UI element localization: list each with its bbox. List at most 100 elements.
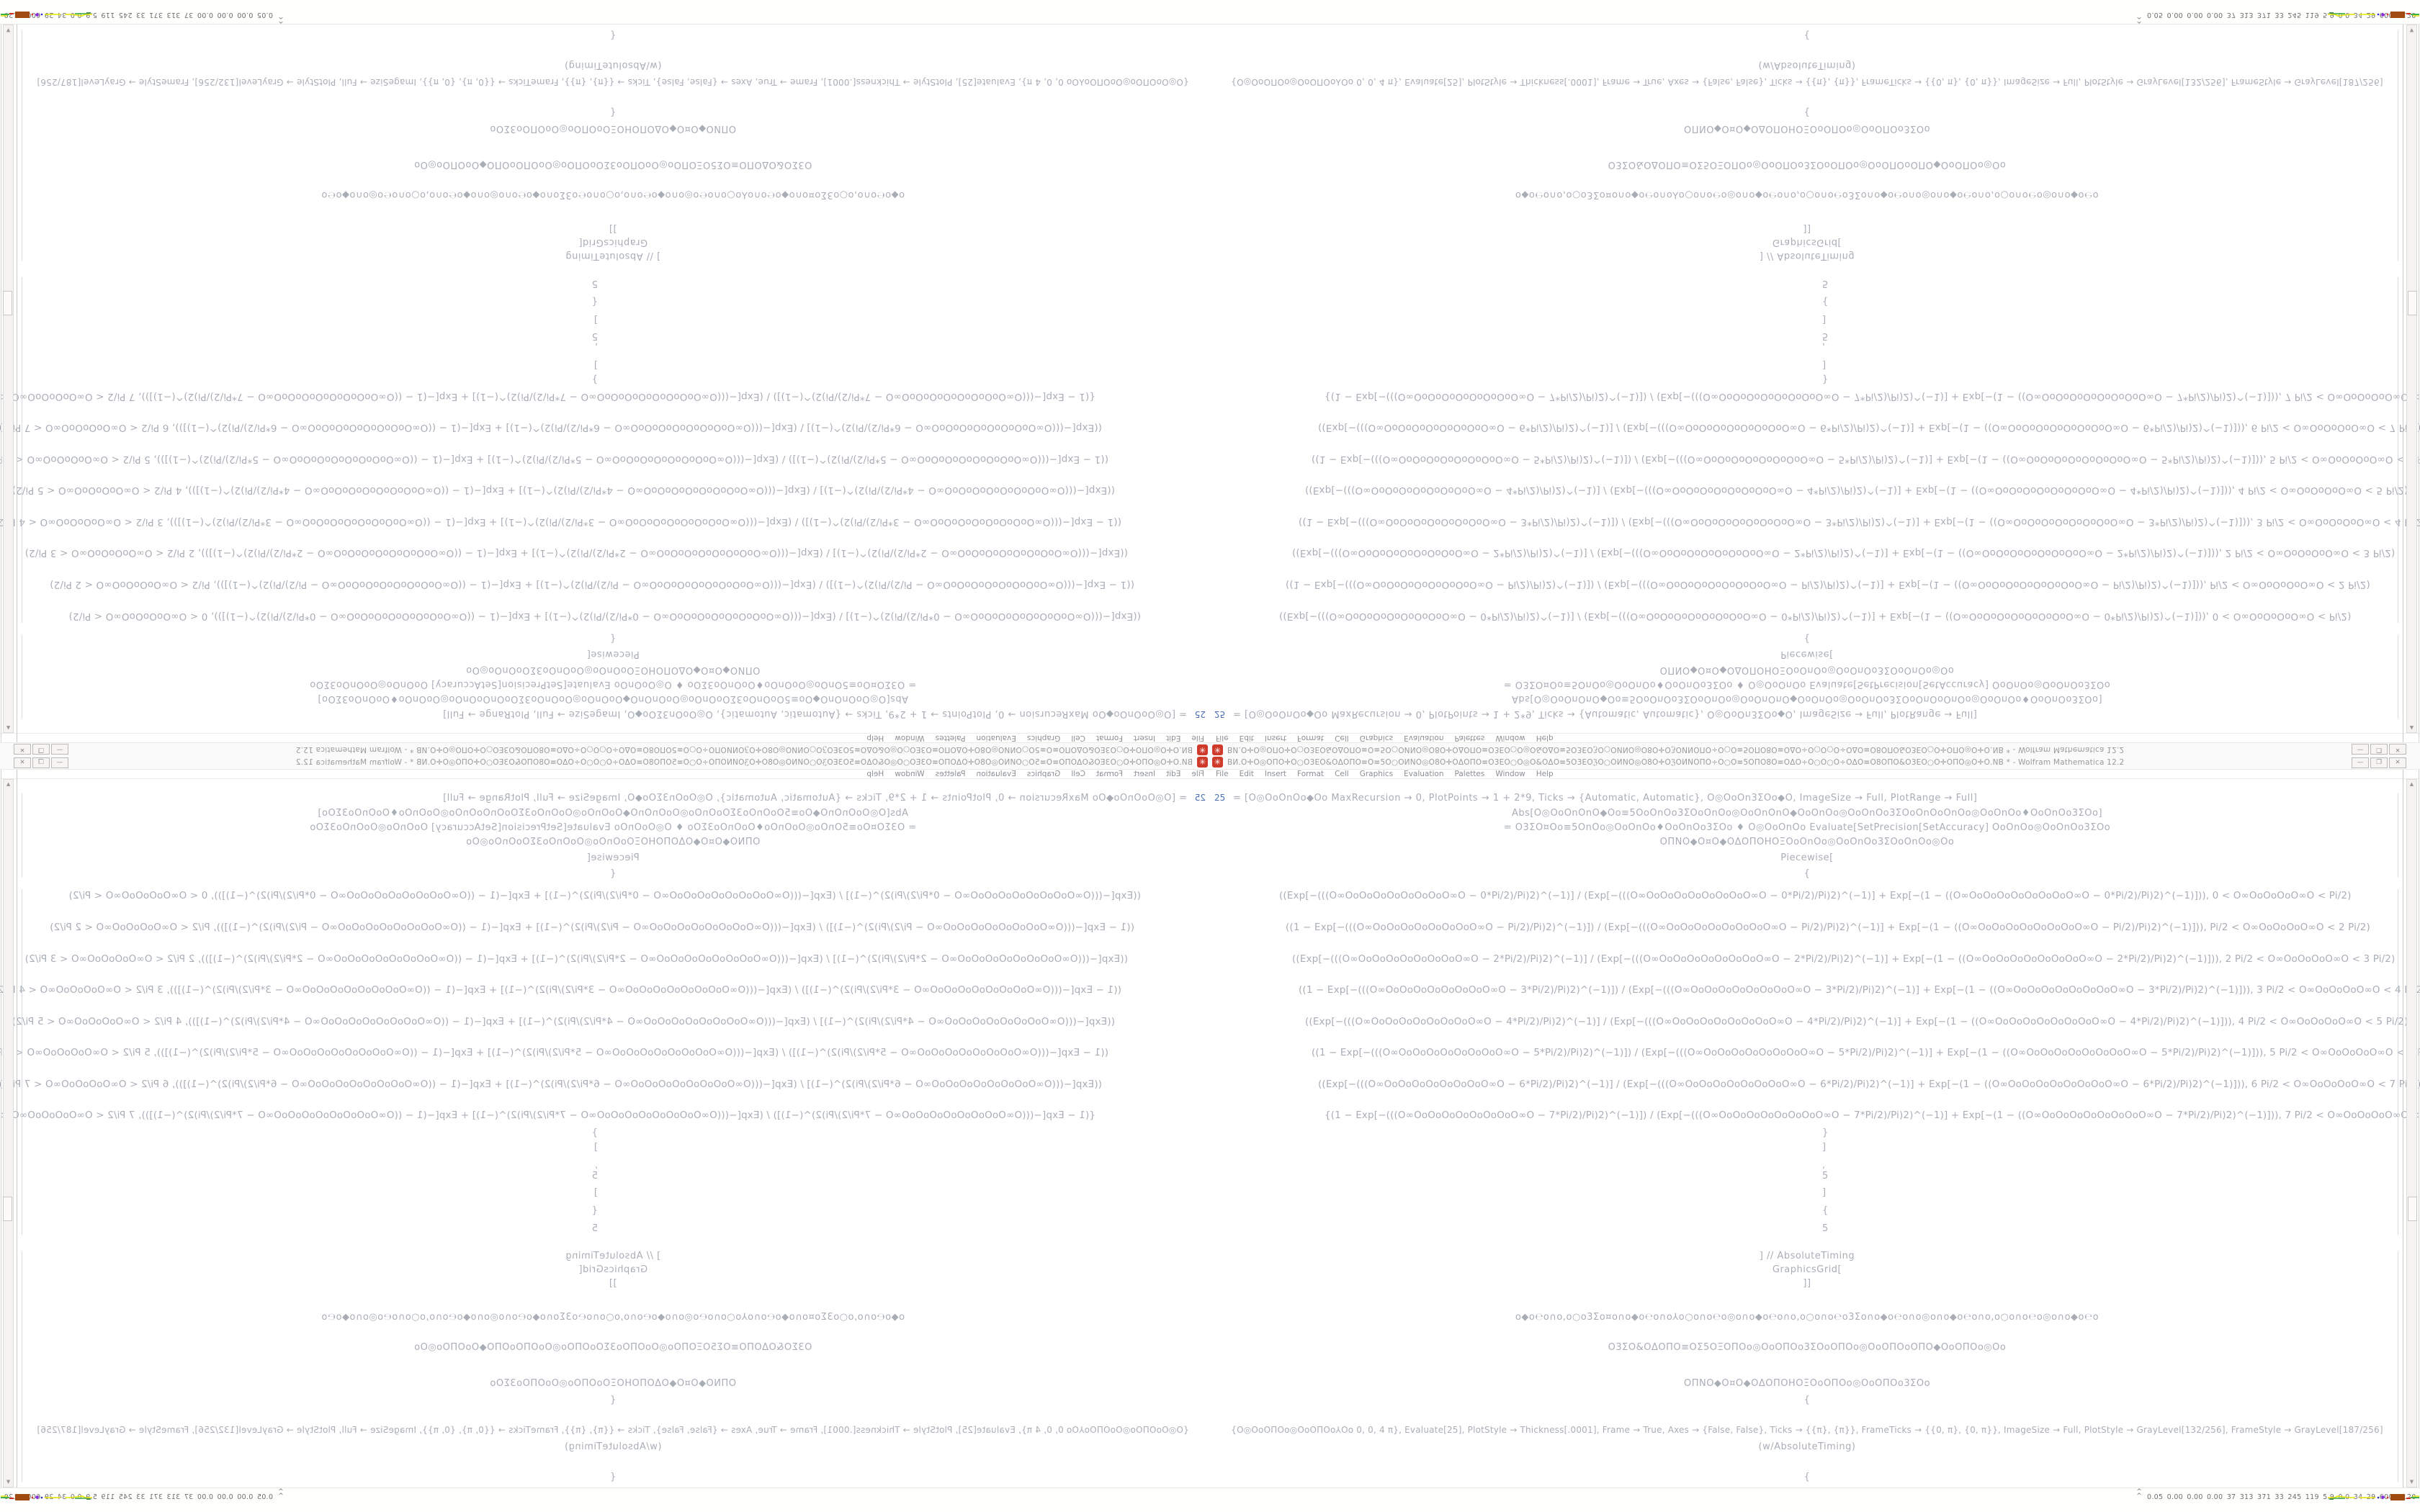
close-button[interactable]: ✕ xyxy=(14,744,31,755)
menu-item-graphics[interactable]: Graphics xyxy=(1359,770,1394,778)
menu-item-help[interactable]: Help xyxy=(866,734,884,742)
vertical-scrollbar[interactable]: ▲ ▼ xyxy=(2406,24,2417,733)
menu-item-window[interactable]: Window xyxy=(1495,734,1525,742)
menu-item-insert[interactable]: Insert xyxy=(1133,770,1156,778)
menu-item-file[interactable]: File xyxy=(1191,770,1204,778)
statusbar-collapse-chevron-icon[interactable]: ^ ^ xyxy=(2136,12,2142,24)
menu-item-evaluation[interactable]: Evaluation xyxy=(1404,734,1444,742)
menu-item-edit[interactable]: Edit xyxy=(1239,770,1254,778)
menu-item-evaluation[interactable]: Evaluation xyxy=(976,770,1016,778)
scrollbar-thumb[interactable] xyxy=(3,291,12,315)
menu-item-graphics[interactable]: Graphics xyxy=(1359,734,1394,742)
notebook-row: {O◎OoOΠOo◎OoOΠOo⅄Oo 0, 0, 4 π}, Evaluate… xyxy=(37,77,1189,87)
scroll-up-arrow-icon[interactable]: ▲ xyxy=(6,781,11,787)
menu-item-cell[interactable]: Cell xyxy=(1071,734,1085,742)
notebook-row: o◆o℮o∩o,o○o3Σo¤o∩o◆o℮o∩o⅄o○o∩o℮o◎o∩o◆o℮o… xyxy=(1515,1312,2099,1323)
menu-item-insert[interactable]: Insert xyxy=(1133,734,1156,742)
notebook-canvas[interactable]: 25 = [O◎OoOnOo◆Oo MaxRecursion → 0, PlotP… xyxy=(0,779,1210,1488)
menu-item-help[interactable]: Help xyxy=(866,770,884,778)
menu-item-palettes[interactable]: Palettes xyxy=(935,770,966,778)
notebook-canvas[interactable]: 25 = [O◎OoOnOo◆Oo MaxRecursion → 0, PlotP… xyxy=(1210,24,2420,733)
window-titlebar[interactable]: ✳ ВИ.Ο✛Ο◎ΟΠΟ✛Ο○Ο3ΕΟ&ΟΔΟΠΟ≡Ο≡5Ο○ΟИNΟ◎Ο8Ο✛… xyxy=(0,756,1210,770)
menu-item-graphics[interactable]: Graphics xyxy=(1026,734,1061,742)
notebook-row: 5 xyxy=(1822,1223,1829,1234)
notebook-row: = O3ΣO¤Oo≡5OnOo◎OoOnOo♦OoOnOo3ΣOo ♦ O◎Oo… xyxy=(309,822,917,833)
statusbar-collapse-chevron-icon[interactable]: ^ ^ xyxy=(2136,1488,2142,1500)
menu-item-help[interactable]: Help xyxy=(1536,734,1554,742)
menu-item-cell[interactable]: Cell xyxy=(1071,770,1085,778)
notebook-row: O3ΣO&OΔOΠO≡OΣ5OΞOΠOo◎OoOΠOo3ΣOoOΠOo◎OoOΠ… xyxy=(1608,159,2007,170)
menu-item-file[interactable]: File xyxy=(1191,734,1204,742)
menu-item-window[interactable]: Window xyxy=(895,734,925,742)
window-titlebar[interactable]: ✳ ВИ.Ο✛Ο◎ΟΠΟ✛Ο○Ο3ΕΟ&ΟΔΟΠΟ≡Ο≡5Ο○ΟИNΟ◎Ο8Ο✛… xyxy=(1210,742,2420,756)
menu-item-file[interactable]: File xyxy=(1216,734,1229,742)
scroll-down-arrow-icon[interactable]: ▼ xyxy=(2409,1479,2414,1485)
notebook-row: ] // AbsoluteTiming xyxy=(565,251,661,261)
restore-button[interactable]: ❐ xyxy=(2370,744,2388,755)
restore-button[interactable]: ❐ xyxy=(2370,757,2388,768)
vertical-scrollbar[interactable]: ▲ ▼ xyxy=(3,779,14,1488)
menu-item-edit[interactable]: Edit xyxy=(1239,734,1254,742)
notebook-row: {O◎OoOΠOo◎OoOΠOo⅄Oo 0, 0, 4 π}, Evaluate… xyxy=(37,1425,1189,1435)
menu-item-evaluation[interactable]: Evaluation xyxy=(976,734,1016,742)
notebook-row: { xyxy=(1803,1395,1811,1405)
menu-item-palettes[interactable]: Palettes xyxy=(935,734,966,742)
notebook-row: OΠΝO◆O¤O◆OΔOΠOΗOΞOoOnOo◎OoOnOo3ΣOoOnOo◎O… xyxy=(465,837,761,847)
menu-item-edit[interactable]: Edit xyxy=(1166,734,1181,742)
notebook-row: Piecewise[ xyxy=(586,649,640,660)
close-button[interactable]: ✕ xyxy=(2389,757,2406,768)
menu-item-cell[interactable]: Cell xyxy=(1335,770,1349,778)
menu-item-evaluation[interactable]: Evaluation xyxy=(1404,770,1444,778)
notebook-row: ((1 − Exp[−(((O∞OoOoOoOoOoOoOoO∞O − 3*Pi… xyxy=(1299,516,2420,528)
statusbar-collapse-chevron-icon[interactable]: ^ ^ xyxy=(278,1488,284,1500)
restore-button[interactable]: ❐ xyxy=(32,744,50,755)
minimize-button[interactable]: — xyxy=(2352,744,2369,755)
close-button[interactable]: ✕ xyxy=(14,757,31,768)
menu-item-format[interactable]: Format xyxy=(1297,770,1325,778)
minimize-button[interactable]: — xyxy=(51,757,68,768)
menu-item-palettes[interactable]: Palettes xyxy=(1454,770,1485,778)
menu-item-graphics[interactable]: Graphics xyxy=(1026,770,1061,778)
menu-item-format[interactable]: Format xyxy=(1095,770,1123,778)
scroll-down-arrow-icon[interactable]: ▼ xyxy=(6,1479,11,1485)
close-button[interactable]: ✕ xyxy=(2389,744,2406,755)
window-titlebar[interactable]: ✳ ВИ.Ο✛Ο◎ΟΠΟ✛Ο○Ο3ΕΟ&ΟΔΟΠΟ≡Ο≡5Ο○ΟИNΟ◎Ο8Ο✛… xyxy=(1210,756,2420,770)
menu-item-cell[interactable]: Cell xyxy=(1335,734,1349,742)
notebook-row: GraphicsGrid[ xyxy=(1772,237,1842,248)
menu-item-help[interactable]: Help xyxy=(1536,770,1554,778)
menu-item-file[interactable]: File xyxy=(1216,770,1229,778)
notebook-row: 25 xyxy=(1214,793,1226,803)
menu-item-window[interactable]: Window xyxy=(1495,770,1525,778)
notebook-row: ((1 − Exp[−(((O∞OoOoOoOoOoOoOoO∞O − Pi/2… xyxy=(50,922,1134,933)
window-titlebar[interactable]: ✳ ВИ.Ο✛Ο◎ΟΠΟ✛Ο○Ο3ΕΟ&ΟΔΟΠΟ≡Ο≡5Ο○ΟИNΟ◎Ο8Ο✛… xyxy=(0,742,1210,756)
minimize-button[interactable]: — xyxy=(51,744,68,755)
menu-item-format[interactable]: Format xyxy=(1297,734,1325,742)
notebook-row: ((1 − Exp[−(((O∞OoOoOoOoOoOoOoO∞O − Pi/2… xyxy=(1286,579,2370,590)
scroll-up-arrow-icon[interactable]: ▲ xyxy=(2409,781,2414,787)
notebook-row: ((Exp[−(((O∞OoOoOoOoOoOoOoO∞O − 6*Pi/2)/… xyxy=(0,1079,1102,1090)
notebook-row: = [O◎OoOnOo◆Oo MaxRecursion → 0, PlotPoi… xyxy=(1233,708,1978,719)
notebook-canvas[interactable]: 25 = [O◎OoOnOo◆Oo MaxRecursion → 0, PlotP… xyxy=(0,24,1210,733)
scrollbar-thumb[interactable] xyxy=(3,1197,12,1221)
scroll-up-arrow-icon[interactable]: ▲ xyxy=(2409,725,2414,731)
scroll-down-arrow-icon[interactable]: ▼ xyxy=(2409,27,2414,33)
restore-button[interactable]: ❐ xyxy=(32,757,50,768)
statusbar-collapse-chevron-icon[interactable]: ^ ^ xyxy=(278,12,284,24)
scrollbar-thumb[interactable] xyxy=(2408,1197,2417,1221)
scrollbar-thumb[interactable] xyxy=(2408,291,2417,315)
menu-item-edit[interactable]: Edit xyxy=(1166,770,1181,778)
menu-item-format[interactable]: Format xyxy=(1095,734,1123,742)
minimize-button[interactable]: — xyxy=(2352,757,2369,768)
menu-item-window[interactable]: Window xyxy=(895,770,925,778)
menu-item-palettes[interactable]: Palettes xyxy=(1454,734,1485,742)
notebook-canvas[interactable]: 25 = [O◎OoOnOo◆Oo MaxRecursion → 0, PlotP… xyxy=(1210,779,2420,1488)
vertical-scrollbar[interactable]: ▲ ▼ xyxy=(3,24,14,733)
scroll-down-arrow-icon[interactable]: ▼ xyxy=(6,27,11,33)
vertical-scrollbar[interactable]: ▲ ▼ xyxy=(2406,779,2417,1488)
menu-item-insert[interactable]: Insert xyxy=(1264,734,1287,742)
notebook-row: ] xyxy=(593,359,598,370)
notebook-row: ] xyxy=(1822,359,1827,370)
notebook-row: ((Exp[−(((O∞OoOoOoOoOoOoOoO∞O − 6*Pi/2)/… xyxy=(1318,422,2420,433)
scroll-up-arrow-icon[interactable]: ▲ xyxy=(6,725,11,731)
menu-item-insert[interactable]: Insert xyxy=(1264,770,1287,778)
